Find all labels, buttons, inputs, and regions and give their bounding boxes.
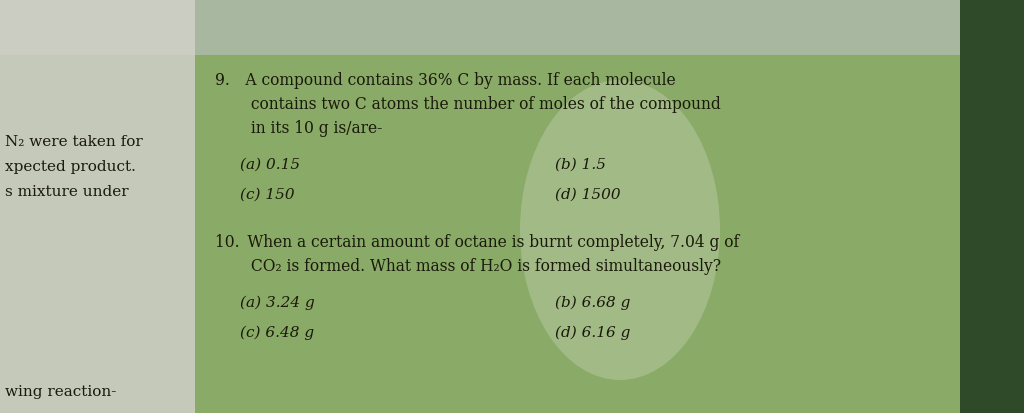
Text: contains two C atoms the number of moles of the compound: contains two C atoms the number of moles…	[215, 96, 721, 113]
Text: wing reaction-: wing reaction-	[5, 385, 117, 399]
Text: (a) 0.15: (a) 0.15	[240, 158, 300, 172]
Text: (d) 1500: (d) 1500	[555, 188, 621, 202]
Text: (c) 150: (c) 150	[240, 188, 295, 202]
Text: in its 10 g is/are-: in its 10 g is/are-	[215, 120, 382, 137]
Text: xpected product.: xpected product.	[5, 160, 136, 174]
Text: (b) 6.68 g: (b) 6.68 g	[555, 296, 631, 311]
Text: N₂ were taken for: N₂ were taken for	[5, 135, 142, 149]
Bar	[0, 0, 961, 55]
Ellipse shape	[520, 80, 720, 380]
Text: (c) 6.48 g: (c) 6.48 g	[240, 326, 314, 340]
Bar	[961, 0, 1024, 413]
Bar	[0, 0, 195, 413]
Text: (b) 1.5: (b) 1.5	[555, 158, 606, 172]
Text: 10. When a certain amount of octane is burnt completely, 7.04 g of: 10. When a certain amount of octane is b…	[215, 234, 739, 251]
Text: CO₂ is formed. What mass of H₂O is formed simultaneously?: CO₂ is formed. What mass of H₂O is forme…	[215, 258, 721, 275]
Bar	[195, 55, 961, 413]
Text: (d) 6.16 g: (d) 6.16 g	[555, 326, 631, 340]
Text: 9. A compound contains 36% C by mass. If each molecule: 9. A compound contains 36% C by mass. If…	[215, 72, 676, 89]
Text: (a) 3.24 g: (a) 3.24 g	[240, 296, 314, 311]
Text: s mixture under: s mixture under	[5, 185, 129, 199]
